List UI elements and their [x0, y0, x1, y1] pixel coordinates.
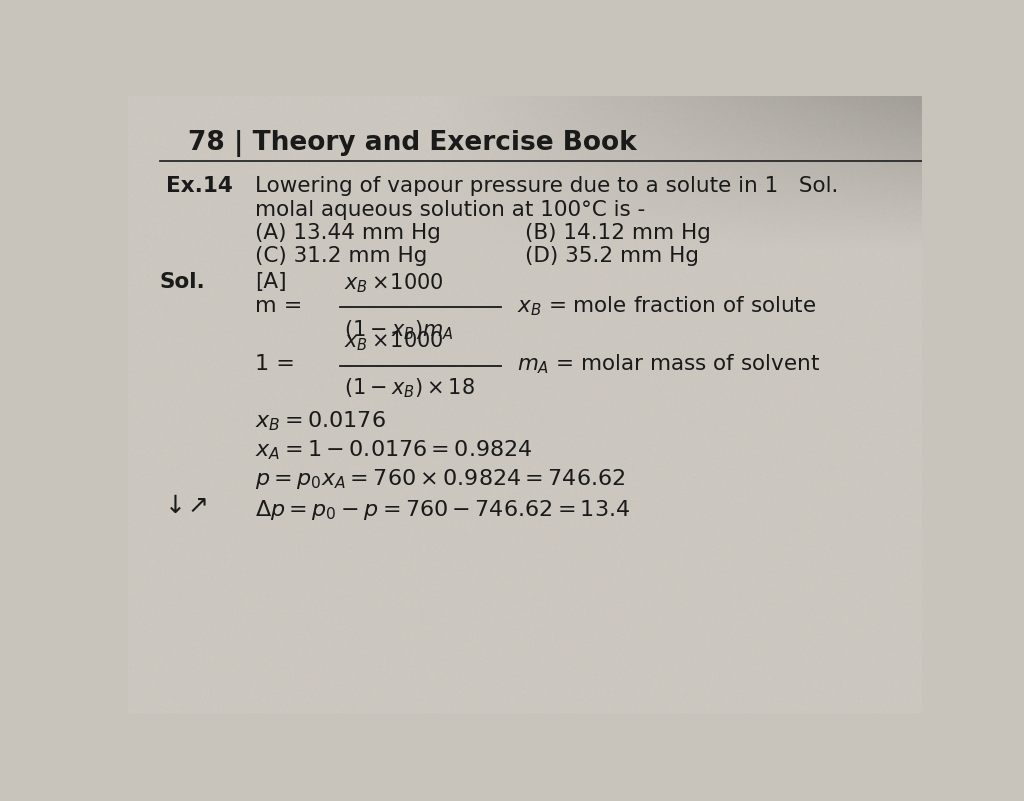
Text: $m_A$ = molar mass of solvent: $m_A$ = molar mass of solvent — [517, 352, 820, 376]
Text: (B) 14.12 mm Hg: (B) 14.12 mm Hg — [524, 223, 711, 243]
Text: $x_B\times\!1000$: $x_B\times\!1000$ — [344, 271, 443, 295]
Text: $\Delta p=p_0-p=760-746.62=13.4$: $\Delta p=p_0-p=760-746.62=13.4$ — [255, 498, 630, 522]
Text: Ex.14: Ex.14 — [166, 176, 232, 196]
Text: $x_B = 0.0176$: $x_B = 0.0176$ — [255, 409, 386, 433]
Text: (C) 31.2 mm Hg: (C) 31.2 mm Hg — [255, 246, 427, 266]
Text: Sol.: Sol. — [160, 272, 206, 292]
Text: (D) 35.2 mm Hg: (D) 35.2 mm Hg — [524, 246, 698, 266]
Text: m =: m = — [255, 296, 302, 316]
Text: $(1-x_B)\times 18$: $(1-x_B)\times 18$ — [344, 376, 475, 400]
Text: Lowering of vapour pressure due to a solute in 1   Sol.: Lowering of vapour pressure due to a sol… — [255, 176, 839, 196]
Text: $(1-x_B)m_A$: $(1-x_B)m_A$ — [344, 318, 454, 342]
Text: $\downarrow\!\!\nearrow$: $\downarrow\!\!\nearrow$ — [160, 494, 207, 518]
Text: $x_A = 1-0.0176 = 0.9824$: $x_A = 1-0.0176 = 0.9824$ — [255, 438, 532, 462]
Text: $x_B$ = mole fraction of solute: $x_B$ = mole fraction of solute — [517, 294, 816, 318]
Text: $p=p_0x_A = 760\times 0.9824 = 746.62$: $p=p_0x_A = 760\times 0.9824 = 746.62$ — [255, 468, 626, 492]
Text: 1 =: 1 = — [255, 354, 295, 374]
Text: [A]: [A] — [255, 272, 287, 292]
Text: (A) 13.44 mm Hg: (A) 13.44 mm Hg — [255, 223, 441, 243]
Text: molal aqueous solution at 100°C is -: molal aqueous solution at 100°C is - — [255, 199, 645, 219]
Text: $x_B\times\!1000$: $x_B\times\!1000$ — [344, 330, 443, 353]
Text: 78 | Theory and Exercise Book: 78 | Theory and Exercise Book — [187, 130, 636, 157]
